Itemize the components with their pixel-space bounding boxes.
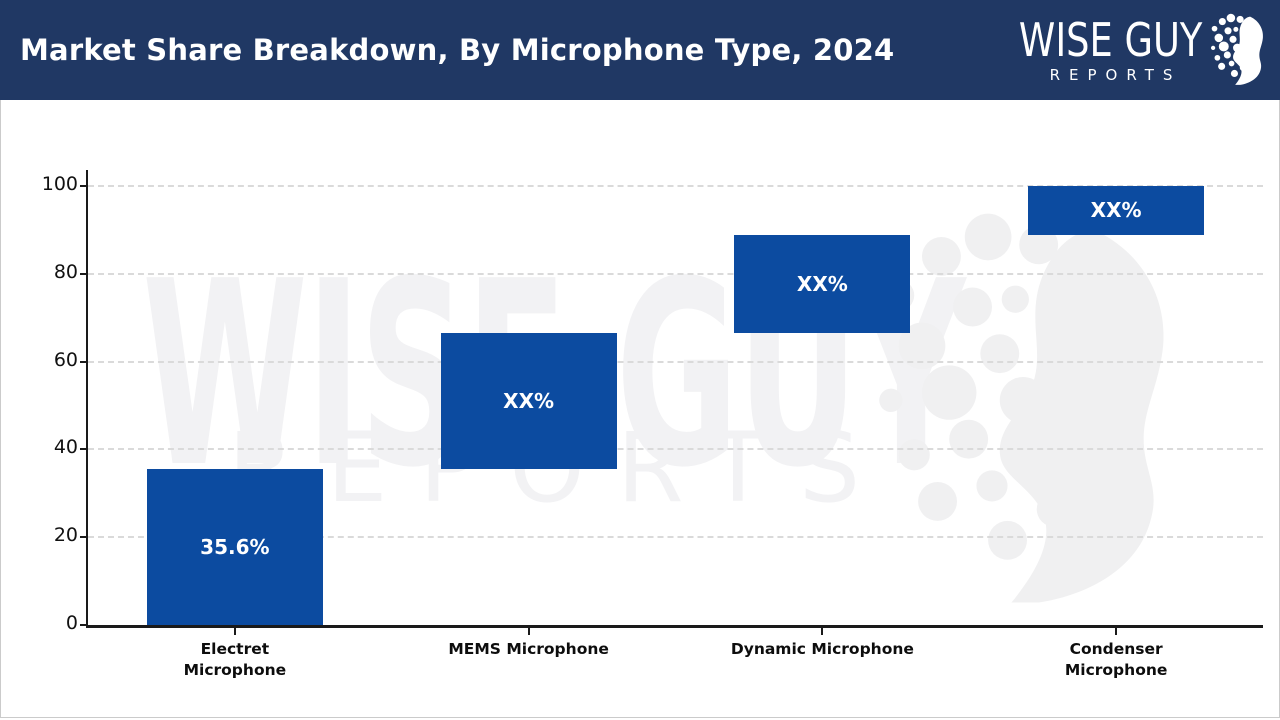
x-category-label: Dynamic Microphone (730, 640, 914, 658)
y-tick-label: 80 (53, 260, 78, 283)
y-tick-label: 20 (53, 524, 78, 547)
grid-line (88, 448, 1263, 451)
y-tick-label: 60 (53, 348, 78, 371)
logo-wordmark: WISE GUY (1019, 12, 1203, 67)
bar-value-label: XX% (503, 388, 555, 413)
bar: XX% (734, 234, 911, 334)
x-category-label: Condenser Microphone (1064, 640, 1168, 679)
y-axis (86, 170, 88, 625)
y-tick (80, 536, 88, 539)
bar: XX% (1028, 186, 1205, 235)
grid-line (88, 272, 1263, 275)
header: Market Share Breakdown, By Microphone Ty… (0, 0, 1280, 100)
bar-value-label: XX% (796, 271, 848, 296)
logo-subtitle: REPORTS (1049, 65, 1182, 84)
y-tick-label: 100 (41, 173, 78, 195)
watermark-head-icon (879, 213, 1164, 603)
wiseguy-head-icon (1210, 13, 1263, 85)
bar: 35.6% (146, 468, 323, 625)
y-tick (80, 624, 88, 626)
brand-logo: WISE GUY REPORTS (1016, 7, 1270, 93)
x-category-label: Electret Microphone (183, 640, 287, 679)
bar: XX% (440, 333, 617, 469)
grid-line (88, 536, 1263, 539)
x-category-label: MEMS Microphone (448, 640, 609, 658)
y-tick-label: 0 (65, 612, 78, 634)
y-tick (80, 272, 88, 275)
y-tick-label: 40 (53, 436, 78, 459)
y-tick (80, 185, 88, 187)
grid-line (88, 185, 1263, 187)
page-title: Market Share Breakdown, By Microphone Ty… (20, 33, 895, 67)
x-tick (821, 628, 824, 635)
y-tick (80, 448, 88, 451)
x-tick (1115, 628, 1118, 635)
bar-value-label: 35.6% (200, 534, 270, 559)
grid-line (88, 360, 1263, 363)
bar-value-label: XX% (1090, 198, 1142, 223)
x-axis (86, 625, 1263, 628)
brand-logo-text: WISE GUY REPORTS (1016, 17, 1206, 84)
x-tick (233, 628, 236, 635)
y-tick (80, 360, 88, 363)
x-tick (527, 628, 530, 635)
